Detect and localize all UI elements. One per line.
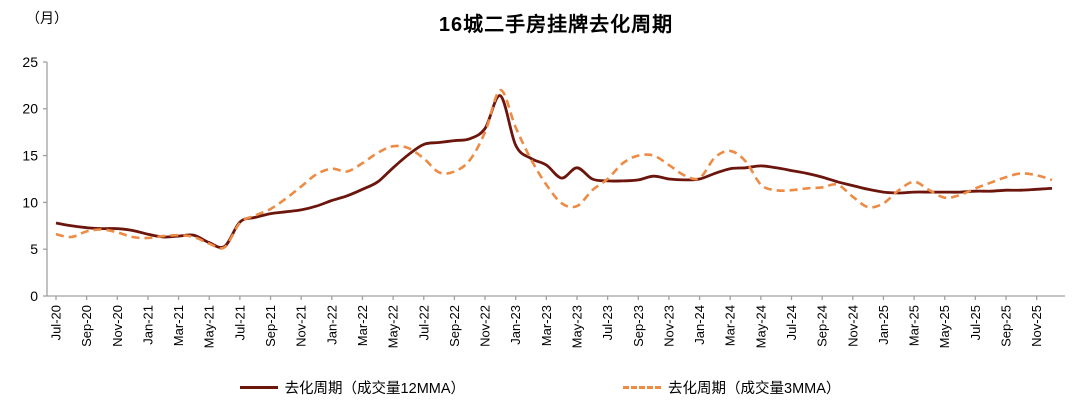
svg-text:Nov-23: Nov-23 <box>661 305 676 347</box>
svg-text:Sep-22: Sep-22 <box>447 305 462 347</box>
svg-text:Nov-21: Nov-21 <box>294 305 309 347</box>
svg-text:Jul-23: Jul-23 <box>600 305 615 340</box>
svg-text:Nov-22: Nov-22 <box>478 305 493 347</box>
svg-text:May-25: May-25 <box>937 305 952 348</box>
chart-title: 16城二手房挂牌去化周期 <box>438 14 674 36</box>
svg-text:May-21: May-21 <box>202 305 217 348</box>
svg-text:25: 25 <box>22 54 38 70</box>
svg-text:Sep-20: Sep-20 <box>79 305 94 347</box>
svg-text:Mar-24: Mar-24 <box>723 305 738 346</box>
y-axis-unit-label: （月） <box>26 10 68 26</box>
svg-text:0: 0 <box>30 288 38 304</box>
svg-text:Sep-25: Sep-25 <box>999 305 1014 347</box>
svg-text:May-24: May-24 <box>753 305 768 348</box>
svg-text:May-22: May-22 <box>386 305 401 348</box>
svg-text:Jan-23: Jan-23 <box>508 305 523 345</box>
svg-text:Jan-22: Jan-22 <box>324 305 339 345</box>
svg-text:Jan-24: Jan-24 <box>692 305 707 345</box>
svg-text:Sep-24: Sep-24 <box>815 305 830 347</box>
svg-text:May-23: May-23 <box>569 305 584 348</box>
svg-text:Mar-25: Mar-25 <box>907 305 922 346</box>
svg-text:Nov-25: Nov-25 <box>1029 305 1044 347</box>
svg-text:Nov-20: Nov-20 <box>110 305 125 347</box>
svg-text:Jul-24: Jul-24 <box>784 305 799 340</box>
svg-text:Jan-21: Jan-21 <box>140 305 155 345</box>
svg-text:Jul-25: Jul-25 <box>968 305 983 340</box>
svg-text:10: 10 <box>22 194 38 210</box>
svg-text:Jul-22: Jul-22 <box>416 305 431 340</box>
svg-text:15: 15 <box>22 148 38 164</box>
svg-text:Jan-25: Jan-25 <box>876 305 891 345</box>
dashed-line-swatch <box>623 386 662 389</box>
svg-text:20: 20 <box>22 101 38 117</box>
legend-label-3mma: 去化周期（成交量3MMA） <box>668 381 841 397</box>
svg-text:5: 5 <box>30 241 38 257</box>
svg-text:Sep-23: Sep-23 <box>631 305 646 347</box>
legend-label-12mma: 去化周期（成交量12MMA） <box>284 381 466 397</box>
legend-item-3mma: 去化周期（成交量3MMA） <box>623 377 840 398</box>
svg-text:Jul-20: Jul-20 <box>49 305 64 340</box>
svg-text:Nov-24: Nov-24 <box>845 305 860 347</box>
svg-text:Mar-21: Mar-21 <box>171 305 186 346</box>
legend-item-12mma: 去化周期（成交量12MMA） <box>239 377 466 398</box>
svg-text:Mar-22: Mar-22 <box>355 305 370 346</box>
svg-text:Jul-21: Jul-21 <box>232 305 247 340</box>
svg-text:Sep-21: Sep-21 <box>263 305 278 347</box>
chart-legend: 去化周期（成交量12MMA） 去化周期（成交量3MMA） <box>0 377 1080 398</box>
solid-line-swatch <box>239 386 278 389</box>
svg-text:Mar-23: Mar-23 <box>539 305 554 346</box>
